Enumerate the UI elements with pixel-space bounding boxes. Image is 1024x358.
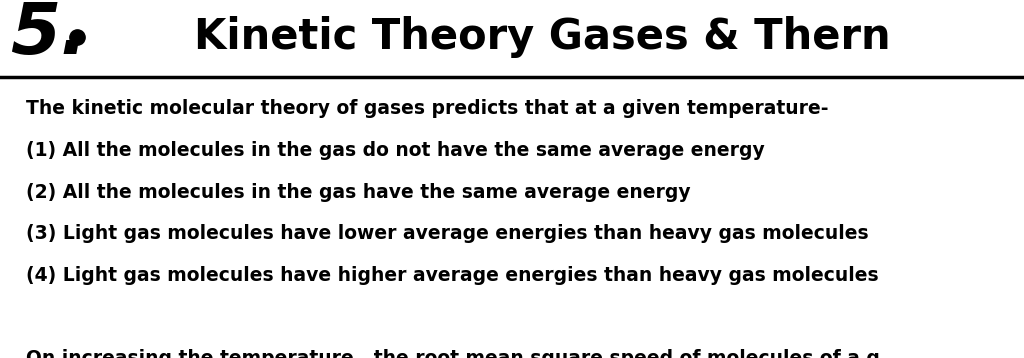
Text: (3) Light gas molecules have lower average energies than heavy gas molecules: (3) Light gas molecules have lower avera… (26, 224, 868, 243)
Text: 5.: 5. (10, 0, 88, 69)
Text: Kinetic Theory Gases & Thern: Kinetic Theory Gases & Thern (195, 16, 891, 58)
Text: (4) Light gas molecules have higher average energies than heavy gas molecules: (4) Light gas molecules have higher aver… (26, 266, 879, 285)
Text: (2) All the molecules in the gas have the same average energy: (2) All the molecules in the gas have th… (26, 183, 690, 202)
Text: The kinetic molecular theory of gases predicts that at a given temperature-: The kinetic molecular theory of gases pr… (26, 100, 828, 118)
Text: On increasing the temperature,  the root mean square speed of molecules of a g: On increasing the temperature, the root … (26, 349, 880, 358)
Text: (1) All the molecules in the gas do not have the same average energy: (1) All the molecules in the gas do not … (26, 141, 764, 160)
